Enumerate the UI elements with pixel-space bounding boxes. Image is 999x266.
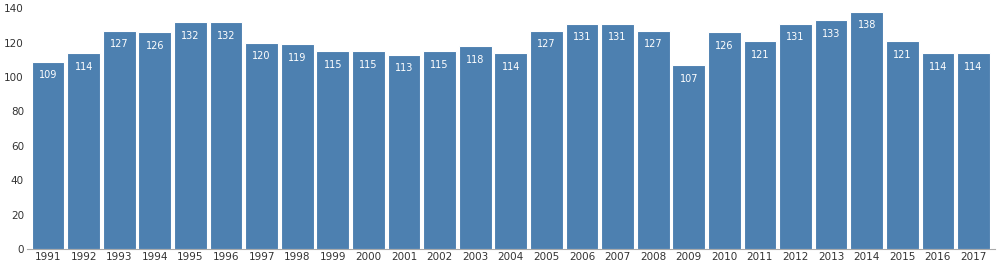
Bar — [103, 31, 136, 249]
Text: 114: 114 — [501, 62, 519, 72]
Text: 115: 115 — [324, 60, 342, 70]
Bar — [424, 51, 456, 249]
Bar — [174, 22, 207, 249]
Text: 133: 133 — [822, 29, 840, 39]
Bar — [495, 53, 527, 249]
Text: 126: 126 — [146, 41, 164, 51]
Bar — [281, 44, 314, 249]
Bar — [388, 55, 421, 249]
Text: 127: 127 — [110, 39, 129, 49]
Bar — [921, 53, 954, 249]
Text: 114: 114 — [929, 62, 947, 72]
Bar — [210, 22, 243, 249]
Bar — [530, 31, 562, 249]
Text: 107: 107 — [679, 74, 698, 84]
Bar — [32, 61, 64, 249]
Bar — [957, 53, 990, 249]
Bar — [67, 53, 100, 249]
Bar — [139, 32, 171, 249]
Text: 118: 118 — [466, 55, 485, 65]
Text: 131: 131 — [608, 32, 626, 42]
Bar — [636, 31, 669, 249]
Bar — [601, 24, 634, 249]
Text: 127: 127 — [643, 39, 662, 49]
Bar — [352, 51, 385, 249]
Bar — [815, 20, 847, 249]
Bar — [743, 41, 776, 249]
Text: 120: 120 — [253, 51, 271, 61]
Text: 132: 132 — [181, 31, 200, 41]
Text: 114: 114 — [964, 62, 983, 72]
Text: 138: 138 — [857, 20, 876, 30]
Text: 121: 121 — [893, 50, 911, 60]
Text: 109: 109 — [39, 70, 57, 80]
Bar — [850, 12, 883, 249]
Bar — [672, 65, 705, 249]
Bar — [459, 46, 492, 249]
Text: 115: 115 — [360, 60, 378, 70]
Bar — [886, 41, 919, 249]
Bar — [565, 24, 598, 249]
Text: 126: 126 — [715, 41, 733, 51]
Bar — [245, 43, 278, 249]
Text: 121: 121 — [750, 50, 769, 60]
Text: 131: 131 — [572, 32, 591, 42]
Bar — [779, 24, 812, 249]
Text: 127: 127 — [537, 39, 555, 49]
Bar — [708, 32, 740, 249]
Text: 132: 132 — [217, 31, 236, 41]
Bar — [317, 51, 350, 249]
Text: 113: 113 — [395, 63, 414, 73]
Text: 119: 119 — [288, 53, 307, 63]
Text: 114: 114 — [75, 62, 93, 72]
Text: 131: 131 — [786, 32, 805, 42]
Text: 115: 115 — [431, 60, 449, 70]
